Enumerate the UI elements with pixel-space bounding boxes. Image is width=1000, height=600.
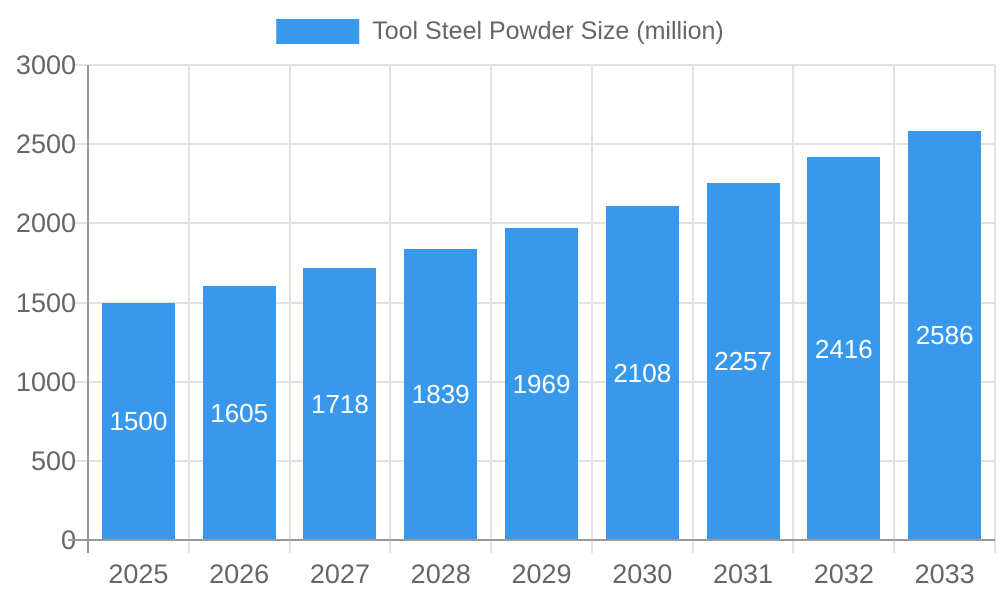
gridline-vertical	[187, 65, 190, 553]
bar-2032[interactable]: 2416	[807, 157, 881, 540]
bar-2027[interactable]: 1718	[303, 267, 377, 540]
bar-2030[interactable]: 2108	[605, 206, 679, 540]
x-axis-tick-label: 2032	[813, 559, 874, 589]
bar-value-label: 2108	[613, 358, 672, 389]
gridline-vertical	[490, 65, 493, 553]
gridline-vertical	[288, 65, 291, 553]
y-axis-tick-label: 500	[30, 445, 76, 476]
gridline-vertical	[691, 65, 694, 553]
gridline-vertical	[893, 65, 896, 553]
x-axis-tick-label: 2027	[309, 559, 370, 589]
bar-value-label: 1718	[311, 388, 369, 419]
gridline-horizontal	[75, 64, 995, 66]
x-axis-tick-label: 2028	[410, 559, 471, 589]
bar-value-label: 1605	[210, 397, 269, 428]
bar-value-label: 2586	[915, 320, 974, 351]
gridline-vertical	[590, 65, 593, 553]
bar-2025[interactable]: 1500	[101, 302, 175, 540]
y-axis-tick-label: 1500	[15, 287, 76, 318]
bar-value-label: 1969	[512, 369, 571, 400]
bar-2026[interactable]: 1605	[202, 285, 276, 540]
bar-2029[interactable]: 1969	[505, 228, 578, 540]
gridline-horizontal	[75, 222, 995, 225]
y-axis-tick-label: 2500	[15, 129, 76, 160]
x-axis-tick-label: 2026	[209, 559, 270, 589]
x-axis-line	[68, 539, 995, 541]
legend[interactable]: Tool Steel Powder Size (million)	[276, 17, 724, 45]
x-axis-tick-label: 2030	[612, 559, 673, 589]
y-axis-tick-label: 1000	[15, 366, 76, 397]
y-axis-tick-label: 3000	[15, 50, 76, 80]
y-axis-tick-label: 2000	[15, 208, 76, 239]
x-axis-tick-label: 2025	[108, 559, 169, 589]
bar-value-label: 2257	[714, 346, 772, 377]
bar-value-label: 1500	[109, 406, 168, 437]
bar-value-label: 2416	[814, 333, 873, 364]
x-axis-tick-label: 2029	[511, 559, 572, 589]
gridline-vertical	[792, 65, 795, 553]
x-axis-tick-label: 2031	[713, 559, 774, 589]
bar-2028[interactable]: 1839	[404, 248, 478, 540]
legend-label: Tool Steel Powder Size (million)	[372, 17, 724, 45]
gridline-horizontal	[75, 143, 995, 146]
x-axis-tick-label: 2033	[914, 559, 975, 589]
plot-area: 0500100015002000250030001500202516052026…	[16, 51, 996, 589]
y-axis-line	[87, 65, 89, 553]
bar-value-label: 1839	[411, 379, 470, 410]
bar-2033[interactable]: 2586	[908, 130, 982, 540]
gridline-vertical	[994, 65, 996, 553]
legend-swatch	[276, 18, 360, 44]
bar-2031[interactable]: 2257	[706, 182, 780, 540]
gridline-vertical	[389, 65, 392, 553]
